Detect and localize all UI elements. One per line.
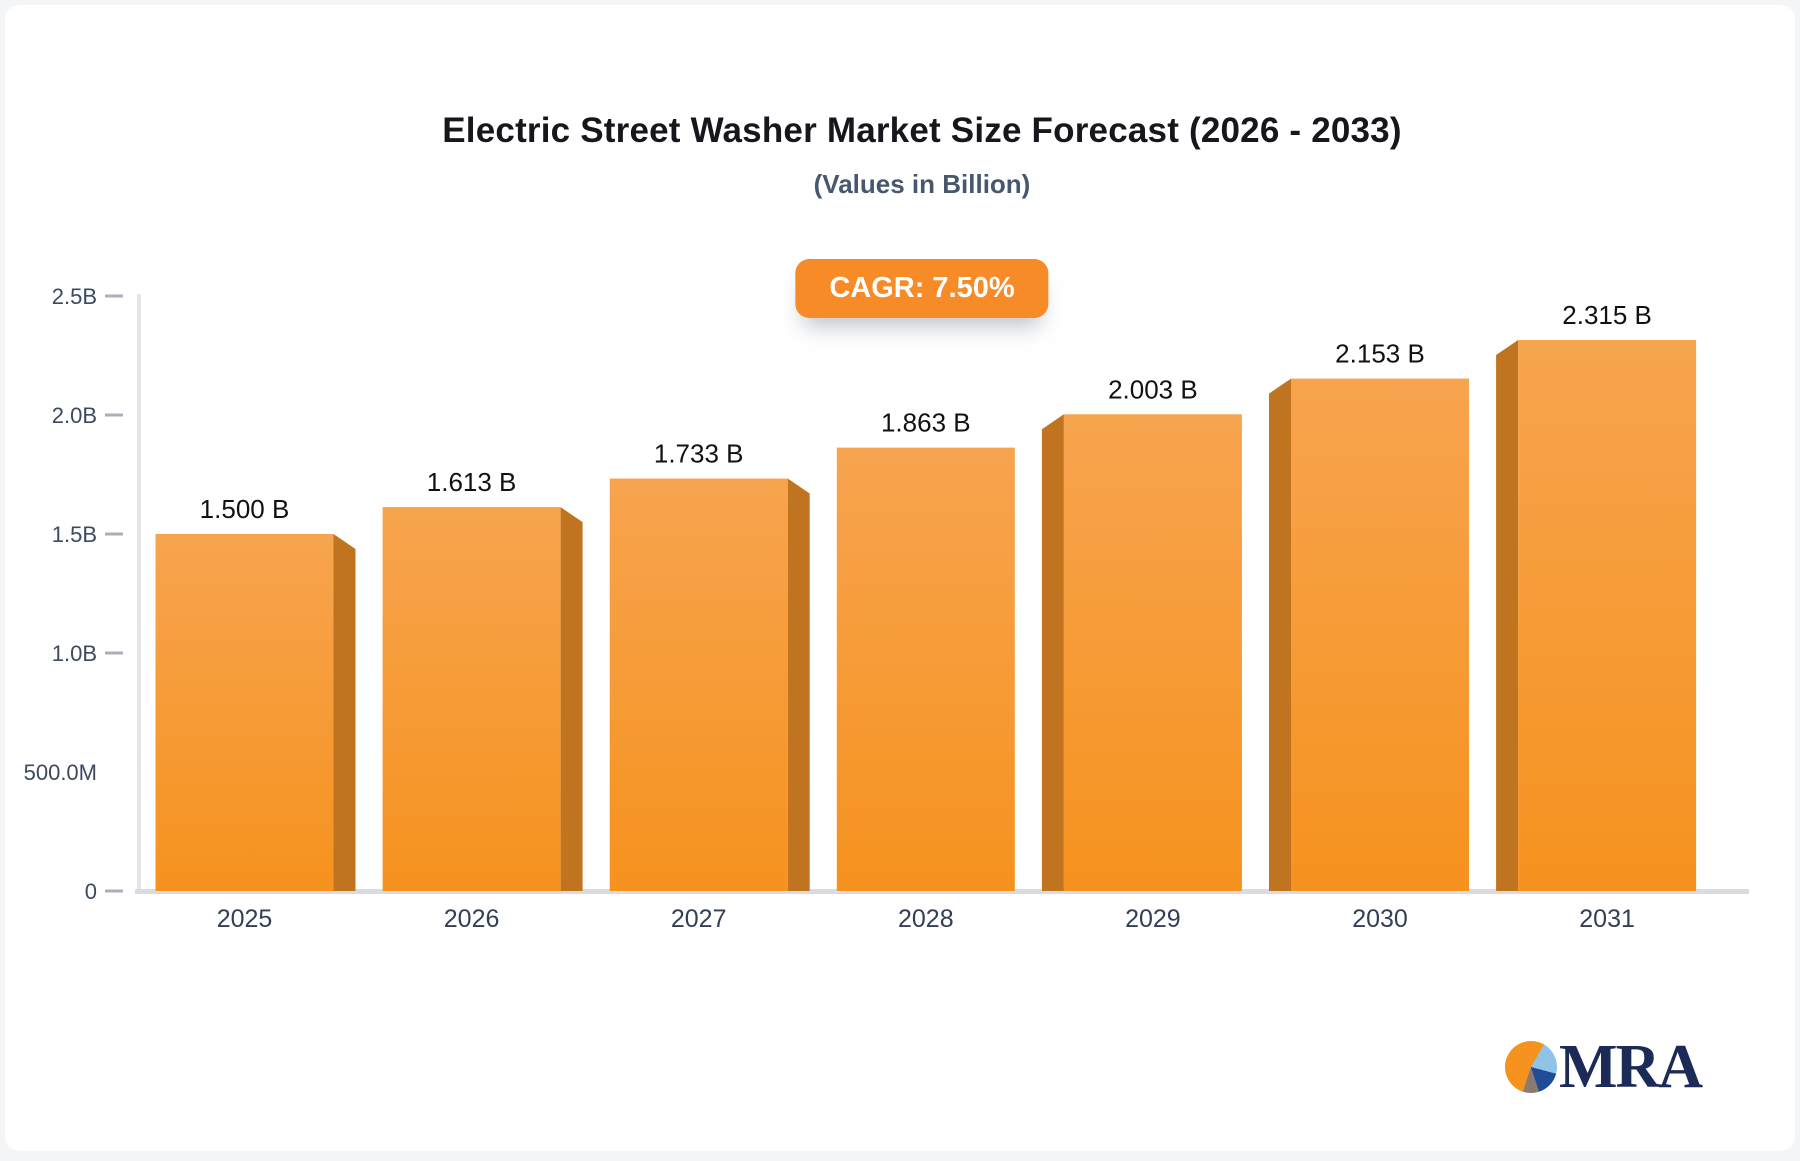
bar-chart: 0 500.0M 1.0B 1.5B 2.0B 2.5B 1.500 B 2025 1.613… (24, 284, 1749, 933)
y-axis-tick (105, 413, 123, 417)
y-axis-tick (105, 889, 123, 893)
x-axis-label: 2028 (898, 905, 954, 933)
bar-value-label: 2.003 B (1108, 374, 1198, 404)
bar-value-label: 1.863 B (881, 408, 971, 438)
bar-side-2027 (787, 478, 810, 891)
bar-value-label: 1.500 B (200, 494, 290, 524)
x-axis-label: 2027 (671, 905, 727, 933)
bars-layer (155, 340, 1697, 891)
logo-pie-icon (1505, 1041, 1557, 1093)
y-axis-tick-label: 1.5B (52, 522, 97, 547)
y-axis-tick-label: 500.0M (24, 760, 97, 785)
bar-value-label: 2.315 B (1562, 300, 1652, 330)
bar-value-label: 2.153 B (1335, 339, 1425, 369)
axis-layer: 0 500.0M 1.0B 1.5B 2.0B 2.5B (24, 284, 1749, 904)
y-axis-tick-label: 0 (85, 879, 97, 904)
y-axis-tick (105, 651, 123, 655)
y-axis-tick (105, 294, 123, 298)
chart-subtitle: (Values in Billion) (813, 169, 1031, 199)
bar-value-label: 1.733 B (654, 439, 744, 469)
bar-2029 (1063, 414, 1242, 891)
bar-2027 (609, 478, 788, 891)
bar-2028 (836, 447, 1015, 891)
brand-logo: MRA (1505, 1033, 1703, 1101)
chart-title: Electric Street Washer Market Size Forec… (442, 111, 1402, 150)
x-axis-label: 2031 (1579, 905, 1635, 933)
bar-side-2026 (560, 507, 583, 891)
x-axis-label: 2026 (444, 905, 500, 933)
x-axis-label: 2029 (1125, 905, 1181, 933)
x-axis-label: 2030 (1352, 905, 1408, 933)
y-axis-line (137, 294, 141, 893)
x-axis-label: 2025 (217, 905, 273, 933)
y-axis-tick-label: 1.0B (52, 641, 97, 666)
x-baseline (135, 889, 1749, 894)
labels-layer: 1.500 B 2025 1.613 B 2026 1.733 B 2027 1.863 B… (200, 300, 1652, 933)
y-axis-tick-label: 2.5B (52, 284, 97, 309)
y-axis-tick-label: 2.0B (52, 403, 97, 428)
logo-text: MRA (1559, 1033, 1703, 1101)
bar-2026 (382, 507, 561, 891)
chart-card: Electric Street Washer Market Size Forec… (5, 5, 1795, 1151)
bar-side-2030 (1269, 378, 1291, 891)
bar-side-2025 (333, 534, 356, 891)
y-axis-tick (105, 532, 123, 536)
bar-side-2029 (1041, 414, 1064, 891)
bar-side-2031 (1496, 340, 1519, 891)
bar-2030 (1291, 378, 1469, 891)
bar-value-label: 1.613 B (427, 467, 517, 497)
bar-2031 (1518, 340, 1697, 891)
bar-2025 (155, 534, 334, 891)
cagr-badge: CAGR: 7.50% (795, 259, 1049, 318)
